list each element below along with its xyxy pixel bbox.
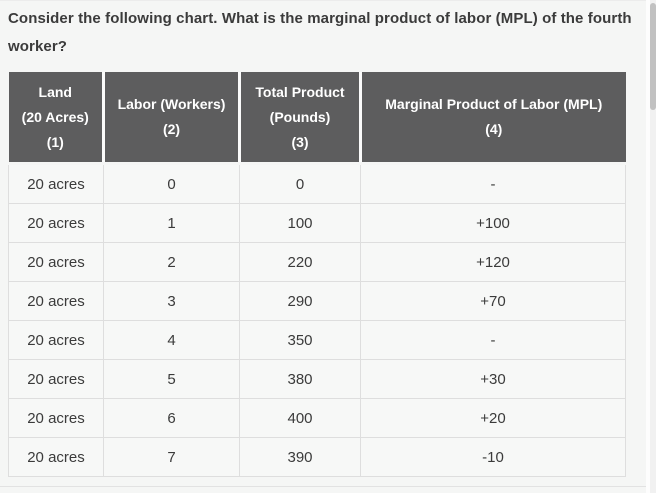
table-cell-land: 20 acres <box>8 203 104 243</box>
table-row: 20 acres 5 380 +30 <box>8 359 626 399</box>
table-cell-land: 20 acres <box>8 320 104 360</box>
header-cell-total-product: Total Product (Pounds) (3) <box>239 72 362 165</box>
table-cell-mpl: +70 <box>360 281 626 321</box>
table-cell-total-product: 390 <box>239 437 361 477</box>
header-line: (1) <box>46 133 64 150</box>
header-line: Labor (Workers) <box>117 96 226 112</box>
scrollbar-gutter <box>646 0 650 493</box>
header-line: (4) <box>485 121 503 137</box>
scrollbar-thumb[interactable] <box>650 3 656 110</box>
header-line: Total Product <box>255 83 345 100</box>
table-cell-total-product: 350 <box>239 320 361 360</box>
table-cell-mpl: +30 <box>360 359 626 399</box>
table-cell-mpl: +120 <box>360 242 626 282</box>
table-cell-total-product: 380 <box>239 359 361 399</box>
bottom-divider <box>0 486 656 487</box>
table-cell-labor: 1 <box>103 203 240 243</box>
table-cell-labor: 2 <box>103 242 240 282</box>
table-cell-land: 20 acres <box>8 359 104 399</box>
table-row: 20 acres 4 350- <box>8 320 626 360</box>
table-cell-mpl: - <box>360 163 626 204</box>
table-cell-total-product: 100 <box>239 203 361 243</box>
table-cell-land: 20 acres <box>8 163 104 204</box>
table-cell-land: 20 acres <box>8 242 104 282</box>
table-cell-labor: 4 <box>103 320 240 360</box>
table-row: 20 acres 3 290 +70 <box>8 281 626 321</box>
table-header-row: Land (20 Acres) (1) Labor (Workers) (2) Total… <box>8 72 626 165</box>
header-line: (Pounds) <box>269 108 331 125</box>
table-body: 20 acres 0 0-20 acres 1 100 +100 20 acres 2 220 +… <box>8 163 626 477</box>
table-cell-labor: 3 <box>103 281 240 321</box>
header-cell-labor: Labor (Workers) (2) <box>103 72 241 165</box>
table-cell-labor: 0 <box>103 163 240 204</box>
table-cell-land: 20 acres <box>8 281 104 321</box>
table-cell-mpl: - <box>360 320 626 360</box>
table-cell-total-product: 400 <box>239 398 361 438</box>
table-cell-land: 20 acres <box>8 437 104 477</box>
table-row: 20 acres 2 220 +120 <box>8 242 626 282</box>
header-cell-mpl: Marginal Product of Labor (MPL) (4) <box>360 72 626 165</box>
header-line: (2) <box>162 121 181 137</box>
header-cell-land: Land (20 Acres) (1) <box>8 72 105 165</box>
table-row: 20 acres 6 400 +20 <box>8 398 626 438</box>
table-cell-total-product: 220 <box>239 242 361 282</box>
table-cell-mpl: +100 <box>360 203 626 243</box>
table-cell-total-product: 290 <box>239 281 361 321</box>
table-head: Land (20 Acres) (1) Labor (Workers) (2) Total… <box>8 72 626 165</box>
scrollbar-track[interactable] <box>650 0 656 493</box>
table-cell-labor: 5 <box>103 359 240 399</box>
header-line: (3) <box>291 133 309 150</box>
table-cell-land: 20 acres <box>8 398 104 438</box>
header-line: (20 Acres) <box>21 108 89 125</box>
header-line: Land <box>38 83 72 100</box>
table-row: 20 acres 1 100 +100 <box>8 203 626 243</box>
table-row: 20 acres 7 390 -10 <box>8 437 626 477</box>
table-cell-mpl: -10 <box>360 437 626 477</box>
table-cell-mpl: +20 <box>360 398 626 438</box>
table-cell-labor: 7 <box>103 437 240 477</box>
top-hairline <box>0 0 656 1</box>
table-cell-total-product: 0 <box>239 163 361 204</box>
header-line: Marginal Product of Labor (MPL) <box>385 96 603 112</box>
question-text: Consider the following chart. What is th… <box>8 10 632 55</box>
table-row: 20 acres 0 0- <box>8 163 626 204</box>
product-table: Land (20 Acres) (1) Labor (Workers) (2) Total… <box>8 72 626 477</box>
table-cell-labor: 6 <box>103 398 240 438</box>
